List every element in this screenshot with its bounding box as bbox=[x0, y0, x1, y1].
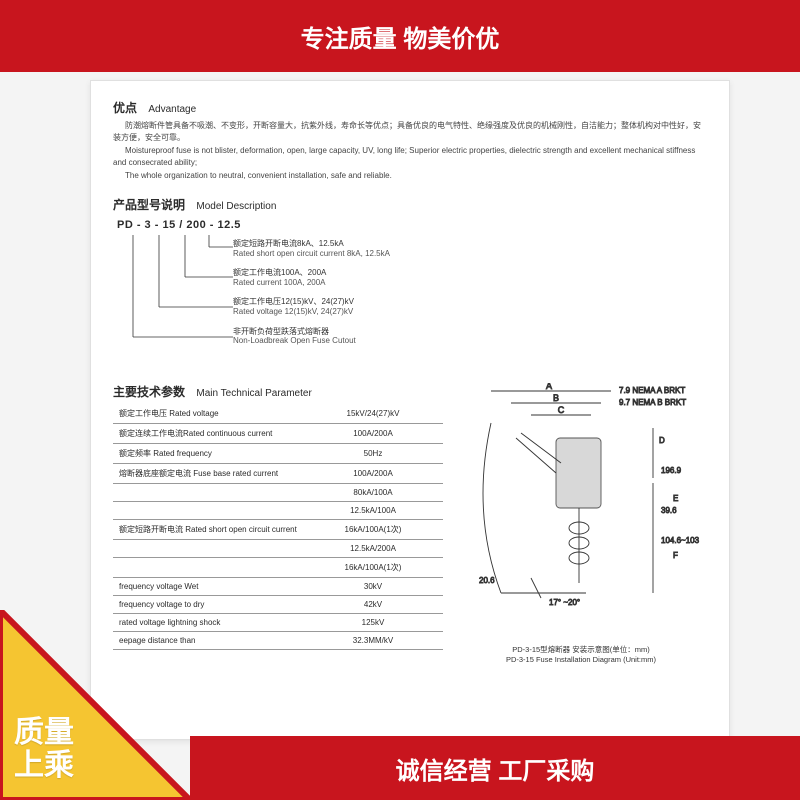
advantage-p1: 防潮熔断件管具备不吸潮、不变形，开断容量大，抗紫外线，寿命长等优点；具备优良的电… bbox=[113, 120, 707, 143]
model-title-en: Model Description bbox=[196, 201, 276, 212]
advantage-p3: The whole organization to neutral, conve… bbox=[113, 170, 707, 182]
model-desc-list: 额定短路开断电流8kA、12.5kARated short open circu… bbox=[233, 235, 707, 365]
param-label: 额定频率 Rated frequency bbox=[113, 443, 303, 463]
param-label bbox=[113, 557, 303, 577]
advantage-title-cn: 优点 bbox=[113, 101, 137, 115]
param-value: 32.3MM/kV bbox=[303, 631, 443, 649]
diagram-panel: A B C 7.9 NEMA A BRKT 9.7 NEMA B BRKT bbox=[455, 383, 707, 665]
table-row: 额定连续工作电流Rated continuous current100A/200… bbox=[113, 423, 443, 443]
svg-text:C: C bbox=[558, 405, 565, 415]
params-title: 主要技术参数 Main Technical Parameter bbox=[113, 383, 443, 400]
advantage-section: 优点 Advantage 防潮熔断件管具备不吸潮、不变形，开断容量大，抗紫外线，… bbox=[113, 99, 707, 182]
top-banner: 专注质量 物美价优 bbox=[0, 0, 800, 72]
top-banner-text: 专注质量 物美价优 bbox=[301, 19, 500, 54]
param-value: 100A/200A bbox=[303, 423, 443, 443]
param-value: 50Hz bbox=[303, 443, 443, 463]
table-row: frequency voltage Wet30kV bbox=[113, 577, 443, 595]
corner-bl-text: 质量 上乘 bbox=[14, 717, 74, 782]
model-code: PD - 3 - 15 / 200 - 12.5 bbox=[117, 219, 707, 231]
installation-diagram: A B C 7.9 NEMA A BRKT 9.7 NEMA B BRKT bbox=[455, 383, 707, 643]
param-label: frequency voltage Wet bbox=[113, 577, 303, 595]
param-label: 额定短路开断电流 Rated short open circuit curren… bbox=[113, 519, 303, 539]
svg-text:104.6~103: 104.6~103 bbox=[661, 536, 700, 545]
param-value: 125kV bbox=[303, 613, 443, 631]
table-row: 12.5kA/200A bbox=[113, 539, 443, 557]
svg-text:9.7 NEMA B BRKT: 9.7 NEMA B BRKT bbox=[619, 398, 686, 407]
svg-text:39.6: 39.6 bbox=[661, 506, 677, 515]
bottom-banner-text: 诚信经营 工厂采购 bbox=[396, 751, 595, 786]
corner-badge-bl: 质量 上乘 bbox=[0, 610, 190, 800]
param-value: 100A/200A bbox=[303, 463, 443, 483]
table-row: 额定工作电压 Rated voltage15kV/24(27)kV bbox=[113, 404, 443, 424]
advantage-title-en: Advantage bbox=[148, 104, 196, 115]
param-label: 熔断器底座额定电流 Fuse base rated current bbox=[113, 463, 303, 483]
table-row: 16kA/100A(1次) bbox=[113, 557, 443, 577]
params-section: 主要技术参数 Main Technical Parameter 额定工作电压 R… bbox=[113, 383, 707, 665]
table-row: 12.5kA/100A bbox=[113, 501, 443, 519]
param-value: 12.5kA/100A bbox=[303, 501, 443, 519]
params-title-en: Main Technical Parameter bbox=[196, 388, 311, 399]
svg-text:F: F bbox=[673, 551, 678, 560]
table-row: 额定频率 Rated frequency50Hz bbox=[113, 443, 443, 463]
param-value: 42kV bbox=[303, 595, 443, 613]
table-row: 熔断器底座额定电流 Fuse base rated current100A/20… bbox=[113, 463, 443, 483]
bottom-banner: 诚信经营 工厂采购 bbox=[190, 736, 800, 800]
param-label bbox=[113, 539, 303, 557]
model-line-0: 额定短路开断电流8kA、12.5kARated short open circu… bbox=[233, 239, 707, 258]
model-title: 产品型号说明 Model Description bbox=[113, 196, 707, 213]
bracket-lines-svg bbox=[113, 235, 233, 365]
param-value: 30kV bbox=[303, 577, 443, 595]
svg-text:7.9 NEMA A BRKT: 7.9 NEMA A BRKT bbox=[619, 386, 685, 395]
diagram-caption: PD-3-15型熔断器 安装示意图(单位：mm) PD-3-15 Fuse In… bbox=[455, 645, 707, 665]
table-row: 80kA/100A bbox=[113, 483, 443, 501]
svg-text:20.6: 20.6 bbox=[479, 576, 495, 585]
param-value: 15kV/24(27)kV bbox=[303, 404, 443, 424]
svg-text:196.9: 196.9 bbox=[661, 466, 682, 475]
param-value: 12.5kA/200A bbox=[303, 539, 443, 557]
param-label bbox=[113, 501, 303, 519]
model-section: 产品型号说明 Model Description PD - 3 - 15 / 2… bbox=[113, 196, 707, 365]
param-label: 额定连续工作电流Rated continuous current bbox=[113, 423, 303, 443]
model-line-3: 非开断负荷型跌落式熔断器Non-Loadbreak Open Fuse Cuto… bbox=[233, 327, 707, 346]
advantage-p2: Moistureproof fuse is not blister, defor… bbox=[113, 145, 707, 168]
svg-text:17° ~20°: 17° ~20° bbox=[549, 598, 580, 607]
model-title-cn: 产品型号说明 bbox=[113, 198, 185, 212]
param-value: 80kA/100A bbox=[303, 483, 443, 501]
svg-text:D: D bbox=[659, 436, 665, 445]
param-value: 16kA/100A(1次) bbox=[303, 557, 443, 577]
params-title-cn: 主要技术参数 bbox=[113, 385, 185, 399]
advantage-body: 防潮熔断件管具备不吸潮、不变形，开断容量大，抗紫外线，寿命长等优点；具备优良的电… bbox=[113, 120, 707, 182]
param-value: 16kA/100A(1次) bbox=[303, 519, 443, 539]
model-line-1: 额定工作电流100A、200ARated current 100A, 200A bbox=[233, 268, 707, 287]
table-row: 额定短路开断电流 Rated short open circuit curren… bbox=[113, 519, 443, 539]
param-label: 额定工作电压 Rated voltage bbox=[113, 404, 303, 424]
model-bracket: 额定短路开断电流8kA、12.5kARated short open circu… bbox=[113, 235, 707, 365]
svg-text:E: E bbox=[673, 494, 678, 503]
param-label bbox=[113, 483, 303, 501]
advantage-title: 优点 Advantage bbox=[113, 99, 707, 116]
svg-text:B: B bbox=[553, 393, 559, 403]
svg-text:A: A bbox=[546, 383, 552, 391]
model-line-2: 额定工作电压12(15)kV、24(27)kVRated voltage 12(… bbox=[233, 297, 707, 316]
